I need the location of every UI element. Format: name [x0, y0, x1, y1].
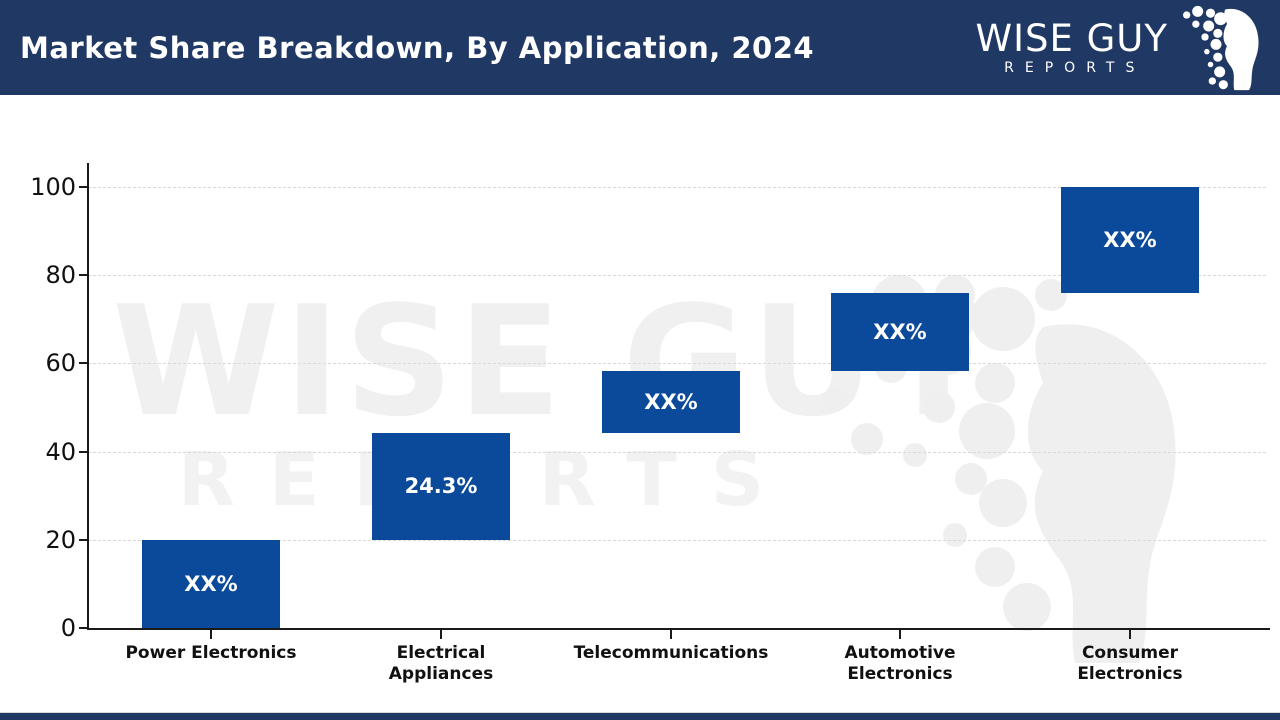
y-axis-spine [87, 163, 89, 630]
footer-hairline [0, 712, 1280, 713]
brand-logo-text: WISE GUY REPORTS [976, 20, 1168, 76]
y-tick-80 [79, 274, 87, 277]
y-tick-100 [79, 186, 87, 188]
y-tick-label-80: 80 [45, 261, 76, 290]
y-tick-label-60: 60 [45, 349, 76, 378]
brand-face-icon [1183, 5, 1259, 90]
y-tick-60 [79, 362, 87, 365]
x-category-label: Electrical Appliances [388, 643, 494, 685]
header-bar: Market Share Breakdown, By Application, … [0, 0, 1280, 95]
bar-value-label: XX% [1103, 228, 1157, 253]
x-category-label: Automotive Electronics [844, 643, 956, 685]
gridline-60 [88, 363, 1266, 365]
page-title: Market Share Breakdown, By Application, … [20, 30, 815, 65]
x-tick-3 [899, 630, 901, 639]
bar-value-label: 24.3% [404, 474, 478, 499]
x-category-label: Power Electronics [125, 643, 297, 663]
y-tick-label-100: 100 [30, 173, 76, 201]
bar-consumer-electronics: XX% [1061, 187, 1199, 294]
gridline-100 [88, 187, 1266, 188]
x-tick-4 [1129, 630, 1131, 639]
gridline-80 [88, 275, 1266, 277]
y-tick-label-40: 40 [45, 437, 76, 466]
bar-power-electronics: XX% [142, 539, 280, 628]
footer-bar [0, 713, 1280, 720]
x-category-label: Consumer Electronics [1077, 643, 1183, 685]
bar-telecommunications: XX% [602, 370, 740, 433]
bar-electrical-appliances: 24.3% [372, 432, 510, 540]
y-tick-0 [79, 627, 87, 629]
brand-name: WISE GUY [975, 16, 1168, 60]
bar-value-label: XX% [184, 571, 238, 596]
x-axis-spine [87, 628, 1270, 630]
watermark-face-icon [823, 275, 1176, 663]
gridline-20 [88, 539, 1266, 541]
y-tick-label-20: 20 [45, 525, 76, 554]
y-tick-label-0: 0 [60, 614, 76, 642]
y-tick-40 [79, 450, 87, 453]
x-tick-0 [210, 630, 212, 639]
bar-value-label: XX% [873, 320, 927, 345]
y-tick-20 [79, 538, 87, 541]
x-tick-1 [440, 630, 442, 639]
x-category-label: Telecommunications [573, 643, 769, 663]
brand-subtitle: REPORTS [1004, 59, 1146, 76]
x-tick-2 [670, 630, 672, 639]
bar-automotive-electronics: XX% [831, 293, 969, 371]
gridline-40 [88, 451, 1266, 453]
bar-value-label: XX% [644, 389, 698, 414]
brand-logo: WISE GUY REPORTS [976, 4, 1262, 92]
